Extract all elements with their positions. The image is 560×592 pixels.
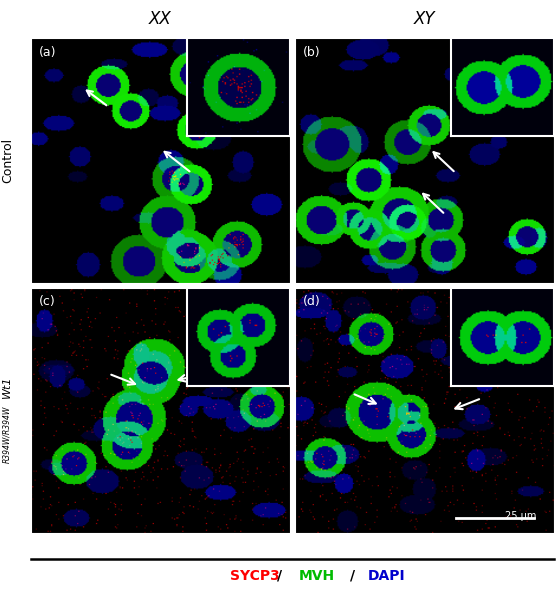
- Text: SYCP3: SYCP3: [230, 568, 280, 583]
- Text: MVH: MVH: [298, 568, 334, 583]
- Text: 25 μm: 25 μm: [505, 510, 536, 520]
- Text: (a): (a): [39, 46, 56, 59]
- Text: Wt1: Wt1: [2, 375, 12, 398]
- Text: XX: XX: [149, 10, 172, 28]
- Text: XY: XY: [414, 10, 435, 28]
- Text: (b): (b): [302, 46, 320, 59]
- Text: DAPI: DAPI: [367, 568, 405, 583]
- Text: (c): (c): [39, 295, 55, 308]
- Text: R394W/R394W: R394W/R394W: [3, 406, 12, 463]
- Text: Control: Control: [1, 139, 14, 184]
- Text: /: /: [277, 568, 283, 583]
- Text: /: /: [350, 568, 356, 583]
- Text: (d): (d): [302, 295, 320, 308]
